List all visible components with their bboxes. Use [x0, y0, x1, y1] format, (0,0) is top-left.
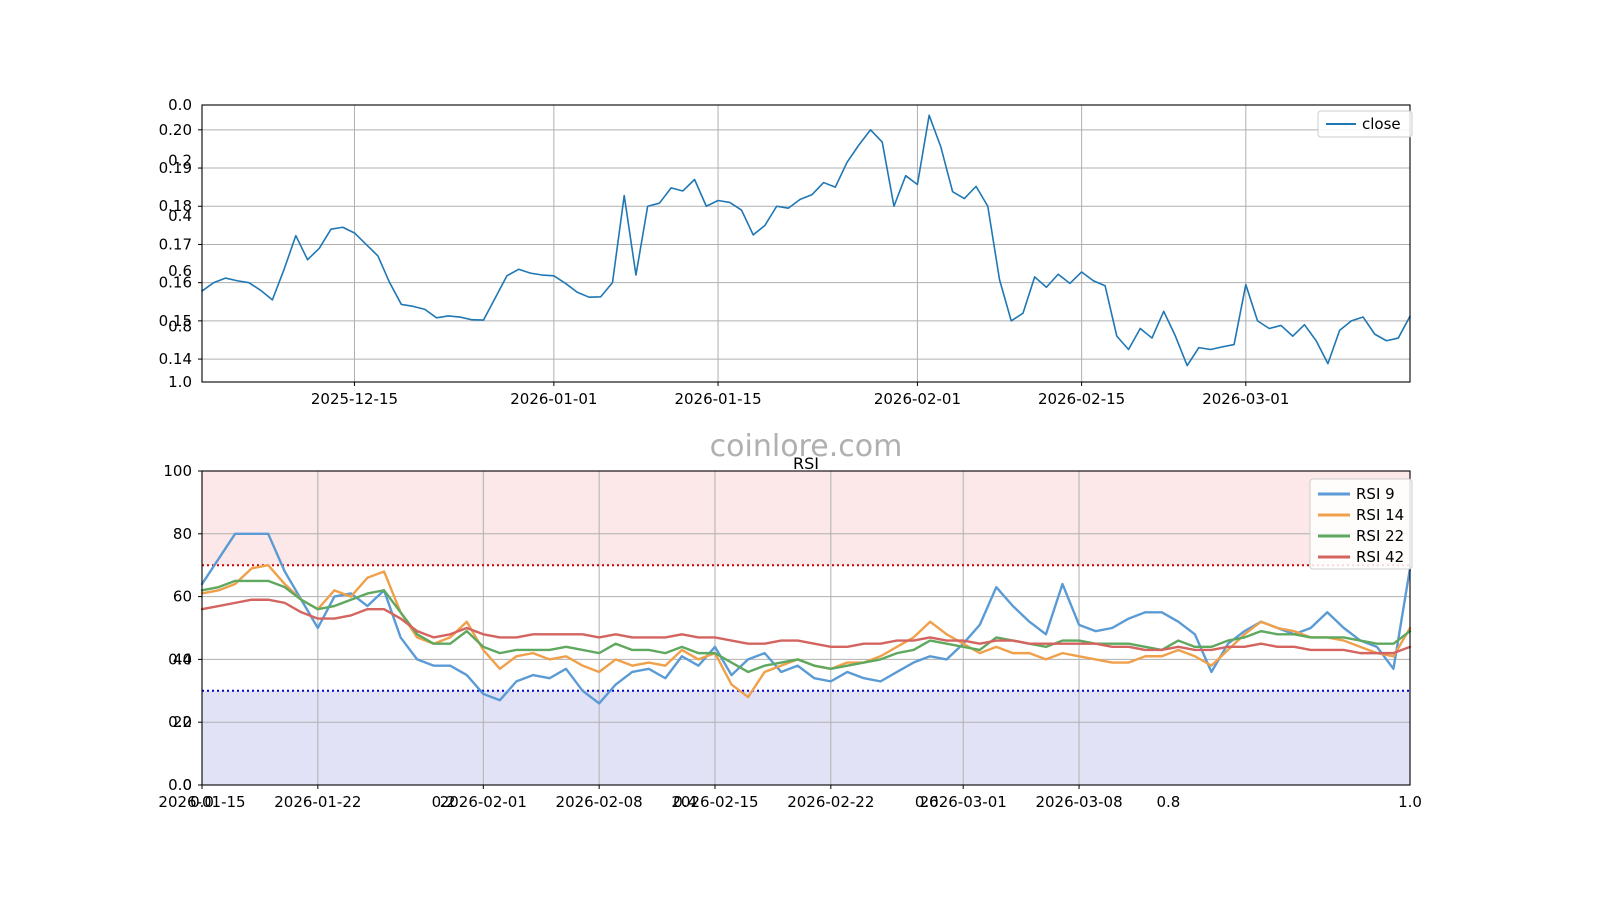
price-ytick-label: 0.16 — [159, 274, 192, 292]
price-xtick-label: 2026-01-01 — [510, 390, 597, 408]
rsi-ytick-label-norm: 0.0 — [168, 776, 192, 794]
price-ytick-label-norm: 0.4 — [168, 207, 192, 225]
rsi-xtick-label-norm: 0.2 — [432, 793, 456, 811]
price-ytick-label-norm: 0.0 — [168, 96, 192, 114]
rsi-panel: 0 20 40 60 80 100 0.0 0.2 0.4 2026-01-15 2026-01-2… — [158, 462, 1422, 811]
rsi-ytick-label: 40 — [173, 650, 192, 668]
price-xtick-label: 2026-02-15 — [1038, 390, 1125, 408]
rsi-ytick-label: 60 — [173, 588, 192, 606]
rsi-xtick-label: 2026-02-08 — [556, 793, 643, 811]
rsi-xtick-label-norm: 0.8 — [1156, 793, 1180, 811]
rsi-legend-label-0: RSI 9 — [1356, 485, 1395, 503]
rsi-ytick-label-norm: 0.4 — [168, 650, 192, 668]
rsi-title: RSI — [793, 454, 819, 473]
rsi-legend-label-3: RSI 42 — [1356, 548, 1404, 566]
rsi-xtick-label-norm: 0.6 — [915, 793, 939, 811]
rsi-ytick-label-norm: 0.2 — [168, 713, 192, 731]
rsi-xtick-label: 2026-01-15 — [158, 793, 245, 811]
rsi-xtick-label-norm: 0.4 — [673, 793, 697, 811]
rsi-xtick-label: 2026-03-01 — [920, 793, 1007, 811]
rsi-legend-box — [1309, 478, 1413, 570]
price-ytick-label-norm: 0.8 — [168, 318, 192, 336]
rsi-series-line-0 — [200, 532, 1412, 705]
rsi-xtick-label: 2026-02-01 — [440, 793, 527, 811]
rsi-plot-border — [201, 470, 1411, 786]
price-xtick-label: 2026-01-15 — [674, 390, 761, 408]
price-plot-border — [201, 104, 1411, 383]
rsi-legend-label-2: RSI 22 — [1356, 527, 1404, 545]
rsi-ytick-label: 20 — [173, 713, 192, 731]
price-ytick-label-norm: 1.0 — [168, 373, 192, 391]
close-series-line — [201, 114, 1411, 367]
price-ytick-label-norm: 0.2 — [168, 151, 192, 169]
price-ytick-label-norm: 0.6 — [168, 262, 192, 280]
rsi-oversold-band — [202, 690, 1410, 785]
watermark: coinlore.com — [710, 429, 903, 464]
price-ytick-label: 0.19 — [159, 159, 192, 177]
rsi-xtick-label: 2026-02-22 — [787, 793, 874, 811]
price-legend: close — [1317, 110, 1413, 138]
rsi-series-line-3 — [200, 598, 1412, 655]
price-ytick-label: 0.14 — [159, 350, 192, 368]
price-panel: 0.14 0.15 0.16 0.17 0.18 0.19 0.20 1.0 0.8 0.6 0.4… — [159, 96, 1411, 408]
rsi-legend: RSI 9 RSI 14 RSI 22 RSI 42 — [1309, 478, 1413, 570]
rsi-xtick-label: 2026-01-22 — [274, 793, 361, 811]
rsi-xtick-label-norm: 1.0 — [1398, 793, 1422, 811]
rsi-ytick-label: 80 — [173, 525, 192, 543]
rsi-ytick-label: 100 — [163, 462, 192, 480]
price-legend-label: close — [1362, 115, 1401, 133]
price-xtick-label: 2026-02-01 — [874, 390, 961, 408]
rsi-series-line-2 — [200, 579, 1412, 674]
rsi-ytick-label: 0 — [182, 776, 192, 794]
rsi-overbought-band — [202, 471, 1410, 566]
rsi-xtick-label: 2026-03-08 — [1035, 793, 1122, 811]
rsi-xtick-label: 2026-02-15 — [671, 793, 758, 811]
rsi-xtick-label-norm: 0.0 — [190, 793, 214, 811]
price-ytick-label: 0.17 — [159, 235, 192, 253]
rsi-legend-label-1: RSI 14 — [1356, 506, 1404, 524]
price-ytick-label: 0.15 — [159, 312, 192, 330]
price-xtick-label: 2025-12-15 — [311, 390, 398, 408]
price-ytick-label: 0.20 — [159, 121, 192, 139]
price-plot-area — [202, 105, 1410, 382]
price-xtick-label: 2026-03-01 — [1202, 390, 1289, 408]
price-ytick-label: 0.18 — [159, 197, 192, 215]
price-legend-box — [1317, 110, 1413, 138]
